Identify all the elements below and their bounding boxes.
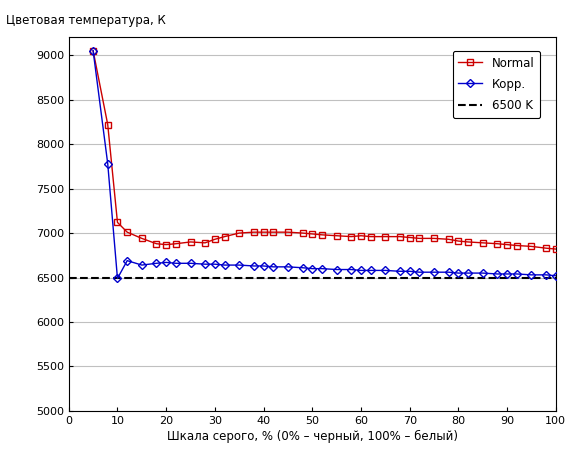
Корр. xyxy=(543,272,550,278)
Корр. xyxy=(416,269,423,275)
Корр. xyxy=(406,269,413,274)
Normal xyxy=(494,241,501,247)
Normal xyxy=(124,229,131,235)
Normal xyxy=(285,229,292,235)
Normal xyxy=(319,232,325,238)
Normal xyxy=(348,234,355,240)
Normal xyxy=(236,230,243,236)
Корр. xyxy=(319,266,325,271)
Normal xyxy=(455,238,462,244)
Корр. xyxy=(479,270,486,276)
Legend: Normal, Корр., 6500 K: Normal, Корр., 6500 K xyxy=(453,51,540,118)
Корр. xyxy=(89,48,96,54)
Корр. xyxy=(397,269,403,274)
Корр. xyxy=(153,261,160,266)
Корр. xyxy=(285,264,292,269)
Normal xyxy=(431,235,438,241)
Normal xyxy=(270,229,277,235)
Normal xyxy=(358,233,364,239)
Корр. xyxy=(260,263,267,269)
Корр. xyxy=(104,161,111,166)
Корр. xyxy=(250,263,257,269)
Normal xyxy=(104,122,111,127)
Корр. xyxy=(236,262,243,268)
Normal xyxy=(465,239,472,245)
Normal xyxy=(211,236,218,242)
Normal xyxy=(528,244,535,249)
Normal xyxy=(163,242,170,248)
Корр. xyxy=(445,269,452,275)
Normal xyxy=(309,231,316,237)
Корр. xyxy=(382,268,388,273)
Normal xyxy=(382,234,388,240)
Text: Цветовая температура, К: Цветовая температура, К xyxy=(6,14,166,27)
Normal xyxy=(221,234,228,240)
Normal xyxy=(260,229,267,235)
Корр. xyxy=(124,258,131,263)
Корр. xyxy=(299,265,306,270)
Normal xyxy=(250,229,257,235)
Корр. xyxy=(358,268,364,273)
Normal xyxy=(89,48,96,54)
Normal xyxy=(406,235,413,241)
Корр. xyxy=(114,276,121,281)
Normal xyxy=(187,239,194,245)
Корр. xyxy=(494,271,501,277)
Normal xyxy=(153,241,160,247)
Normal xyxy=(367,234,374,240)
Normal xyxy=(202,240,209,246)
Корр. xyxy=(528,272,535,278)
Normal xyxy=(114,219,121,225)
Normal xyxy=(172,241,179,247)
Корр. xyxy=(431,269,438,275)
Normal xyxy=(397,234,403,240)
Normal xyxy=(445,236,452,242)
Корр. xyxy=(513,271,520,277)
Line: Normal: Normal xyxy=(91,48,559,252)
Корр. xyxy=(348,267,355,272)
X-axis label: Шкала серого, % (0% – черный, 100% – белый): Шкала серого, % (0% – черный, 100% – бел… xyxy=(167,430,458,443)
Корр. xyxy=(187,261,194,266)
Normal xyxy=(299,230,306,236)
Корр. xyxy=(504,271,511,277)
Line: Корр.: Корр. xyxy=(91,48,559,281)
Корр. xyxy=(465,270,472,276)
Normal xyxy=(504,242,511,248)
Normal xyxy=(479,240,486,246)
Корр. xyxy=(333,267,340,272)
Корр. xyxy=(221,262,228,268)
Корр. xyxy=(202,262,209,267)
Корр. xyxy=(172,261,179,266)
Normal xyxy=(513,243,520,248)
Normal xyxy=(552,246,559,252)
Корр. xyxy=(163,260,170,265)
Корр. xyxy=(270,264,277,269)
Корр. xyxy=(455,270,462,276)
Normal xyxy=(333,233,340,239)
Корр. xyxy=(367,268,374,273)
Normal xyxy=(139,235,146,241)
Normal xyxy=(543,245,550,251)
Корр. xyxy=(309,266,316,271)
Корр. xyxy=(139,262,146,268)
Корр. xyxy=(552,273,559,278)
Normal xyxy=(416,235,423,241)
Корр. xyxy=(211,262,218,267)
